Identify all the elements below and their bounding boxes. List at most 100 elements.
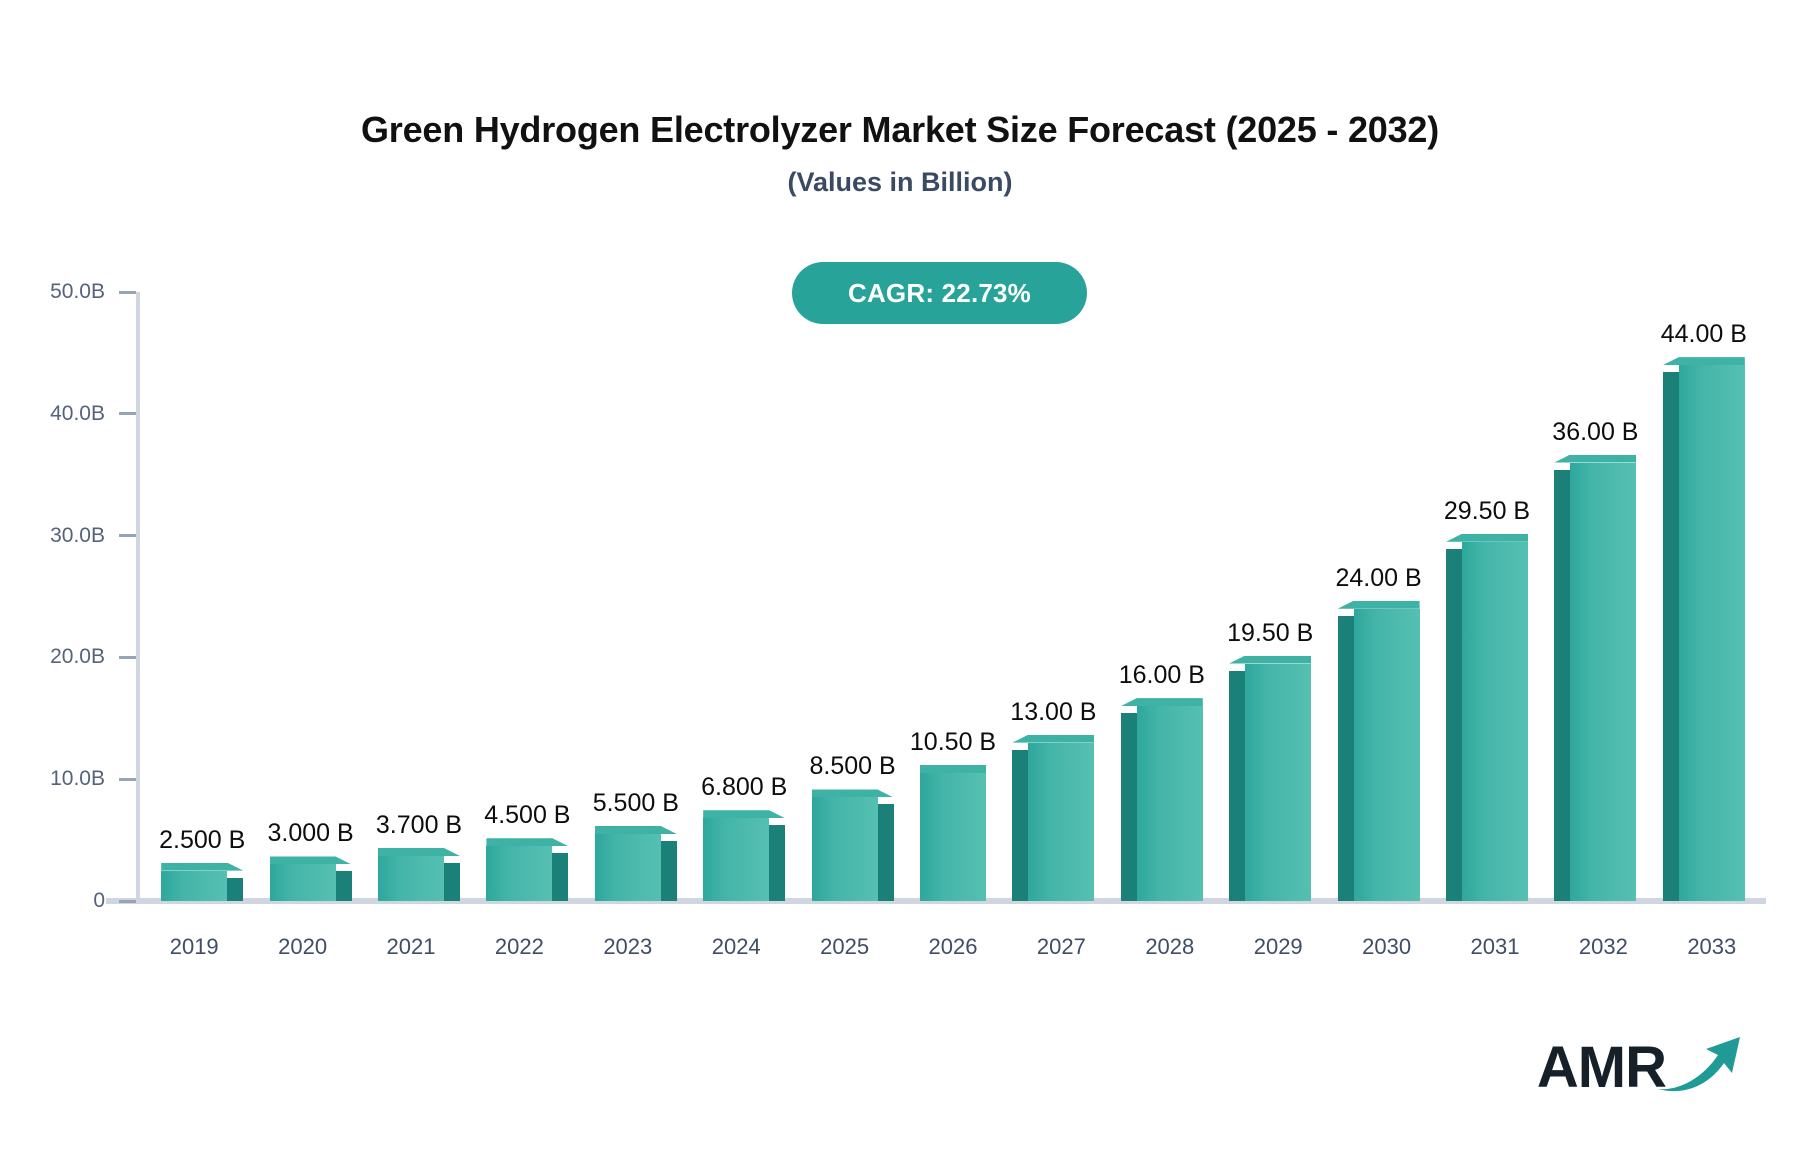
y-axis-tick-label: 50.0B — [50, 280, 105, 303]
y-axis-tick-mark — [119, 534, 136, 538]
bar-value-label: 2.500 B — [159, 825, 246, 854]
bar-front-face — [378, 855, 444, 901]
bar-top-face — [486, 838, 569, 847]
x-axis-tick-label: 2033 — [1687, 934, 1737, 959]
bar-side-face — [444, 862, 460, 901]
y-axis-tick: 20.0B — [50, 645, 136, 669]
x-axis-tick-label: 2031 — [1470, 934, 1520, 959]
bar-side-face — [552, 853, 569, 901]
bar-3d: 10.50 B — [910, 728, 996, 901]
bar-group: 19.50 B — [1227, 280, 1313, 901]
y-axis-tick: 10.0B — [50, 767, 136, 791]
bar-top-face — [1554, 454, 1637, 463]
y-axis-tick-label: 40.0B — [50, 401, 105, 425]
y-axis-tick: 30.0B — [50, 524, 136, 547]
bar-front-face — [1678, 365, 1745, 901]
bar-side-face — [769, 825, 786, 901]
page-title: Green Hydrogen Electrolyzer Market Size … — [360, 109, 1440, 150]
bar-value-label: 16.00 B — [1118, 661, 1205, 690]
x-axis-baseline — [106, 898, 1766, 904]
bar-front-face — [703, 818, 770, 901]
bar-side-face — [1662, 372, 1679, 901]
y-axis-tick: 0 — [93, 889, 136, 912]
bar-3d: 3.700 B — [376, 811, 462, 901]
x-axis-tick-label: 2025 — [820, 934, 870, 959]
bar-top-face — [1446, 533, 1528, 542]
x-axis-tick-label: 2027 — [1036, 934, 1086, 959]
bar-side-face — [1554, 469, 1571, 901]
bar-side-face — [1337, 615, 1354, 901]
bar-group: 5.500 B — [593, 280, 679, 901]
bar-front-face — [1353, 608, 1420, 901]
bar-3d: 8.500 B — [810, 752, 896, 901]
bar-group: 13.00 B — [1010, 280, 1096, 901]
x-axis-tick-label: 2026 — [928, 934, 978, 959]
x-axis-tick-label: 2032 — [1578, 934, 1628, 959]
bar-value-label: 29.50 B — [1443, 496, 1531, 525]
y-axis-labels: 50.0B 40.0B 30.0B 20.0B 10.0B 0 — [0, 280, 136, 920]
cagr-badge-label: CAGR: 22.73% — [847, 277, 1032, 308]
bar-series: 2.500 B 3.000 B 3.700 B 4.500 B 5.500 B 6.800… — [140, 280, 1766, 901]
y-axis-tick-label: 0 — [93, 889, 105, 912]
y-axis-tick: 50.0B — [50, 280, 136, 303]
amr-logo-text: AMR — [1536, 1035, 1667, 1100]
x-axis-tick-label: 2020 — [278, 934, 328, 959]
bar-value-label: 36.00 B — [1552, 417, 1639, 446]
bar-3d: 6.800 B — [701, 773, 787, 901]
x-axis-tick-label: 2022 — [494, 934, 544, 959]
bar-top-face — [594, 826, 677, 835]
bar-3d: 19.50 B — [1227, 619, 1313, 901]
bar-top-face — [378, 847, 460, 856]
bar-value-label: 10.50 B — [909, 728, 997, 757]
bar-3d: 36.00 B — [1552, 418, 1638, 901]
bar-group: 4.500 B — [484, 280, 570, 901]
bar-group: 8.500 B — [810, 280, 896, 901]
bar-group: 16.00 B — [1119, 280, 1205, 901]
bar-side-face — [1120, 713, 1137, 901]
y-axis-tick-mark — [119, 655, 136, 659]
x-axis-tick-label: 2029 — [1253, 934, 1303, 959]
bar-front-face — [1028, 742, 1095, 901]
bar-front-face — [161, 870, 228, 901]
bar-front-face — [1245, 663, 1312, 901]
y-axis-spine — [136, 292, 140, 900]
bar-side-face — [1229, 670, 1246, 901]
bar-3d: 13.00 B — [1010, 698, 1096, 901]
y-axis-tick-label: 20.0B — [50, 645, 105, 669]
bar-front-face — [269, 864, 336, 901]
plot-area: 50.0B 40.0B 30.0B 20.0B 10.0B 0 2.500 B 3.000 … — [0, 280, 1800, 920]
bar-value-label: 3.700 B — [375, 810, 463, 839]
x-axis-tick-label: 2024 — [711, 934, 761, 959]
bar-side-face — [227, 877, 244, 901]
bar-3d: 2.500 B — [159, 826, 245, 901]
bar-top-face — [1662, 357, 1745, 366]
bar-top-face — [1120, 698, 1203, 707]
bar-value-label: 3.000 B — [267, 819, 354, 848]
bar-top-face — [811, 789, 894, 798]
bar-side-face — [1012, 749, 1029, 901]
bar-value-label: 44.00 B — [1660, 320, 1747, 349]
y-axis-tick-mark — [119, 777, 136, 781]
bar-top-face — [1229, 655, 1312, 664]
title-block: Green Hydrogen Electrolyzer Market Size … — [0, 108, 1800, 198]
bar-top-face — [1337, 600, 1420, 609]
bar-value-label: 4.500 B — [484, 801, 571, 830]
amr-logo: AMR — [1537, 1028, 1742, 1108]
bar-group: 6.800 B — [701, 280, 787, 901]
bar-front-face — [1462, 541, 1528, 901]
bar-3d: 24.00 B — [1336, 564, 1422, 901]
bar-side-face — [335, 871, 352, 901]
cagr-badge: CAGR: 22.73% — [792, 262, 1087, 324]
bar-top-face — [269, 856, 352, 865]
x-axis-tick-label: 2028 — [1145, 934, 1195, 959]
x-axis-tick-label: 2030 — [1362, 934, 1412, 959]
bar-front-face — [1570, 462, 1637, 901]
bar-group: 2.500 B — [159, 280, 245, 901]
y-axis-tick-label: 10.0B — [50, 767, 105, 791]
chart-subtitle: (Values in Billion) — [787, 167, 1013, 198]
bar-value-label: 8.500 B — [809, 752, 896, 781]
x-axis-tick-label: 2021 — [386, 934, 436, 959]
bar-3d: 44.00 B — [1661, 320, 1747, 901]
bar-group: 44.00 B — [1661, 280, 1747, 901]
